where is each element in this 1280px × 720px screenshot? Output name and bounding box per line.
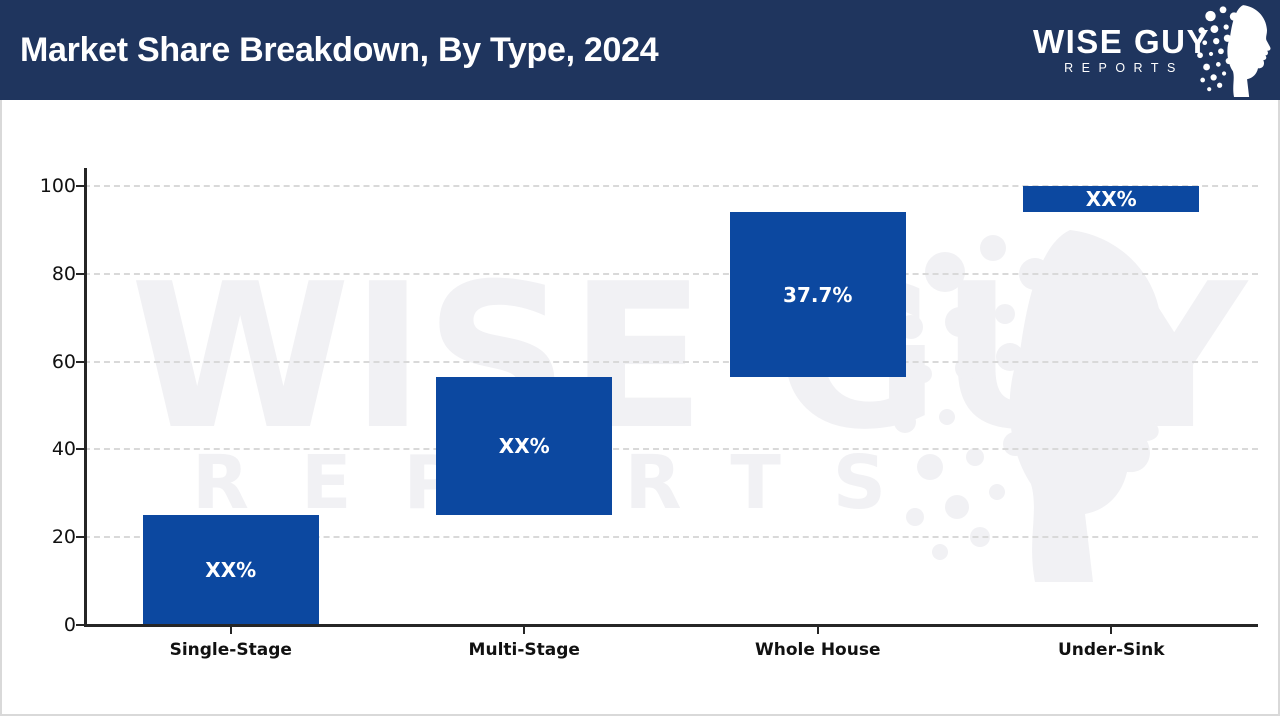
x-axis-label-single-stage: Single-Stage [169,640,292,660]
x-tick-under-sink [1110,627,1113,634]
x-tick-single-stage [229,627,232,634]
y-tick-60 [76,360,84,363]
y-tick-100 [76,185,84,187]
bar-single-stage: XX% [142,515,319,625]
y-tick-80 [76,272,84,275]
x-tick-multi-stage [523,627,526,634]
x-axis-label-multi-stage: Multi-Stage [468,640,580,660]
bar-value-label-single-stage: XX% [205,558,257,583]
gridline-80 [84,272,1258,275]
bar-value-label-under-sink: XX% [1085,186,1137,211]
figure-border-bottom [0,714,1280,716]
gridline-20 [84,536,1258,539]
x-axis-label-under-sink: Under-Sink [1057,640,1165,660]
wiseguy-face-watermark-icon [894,230,1175,582]
y-tick-label-20: 20 [51,526,76,549]
y-tick-label-100: 100 [39,175,76,197]
y-tick-40 [76,448,84,451]
bar-under-sink: XX% [1023,186,1200,212]
bar-whole-house: 37.7% [729,211,906,378]
figure-border-left [0,100,2,716]
bar-value-label-multi-stage: XX% [498,434,550,459]
logo-name: WISE GUY [1032,23,1210,61]
figure-border-right [1278,100,1280,716]
wiseguy-logo: WISE GUY REPORTS [1033,4,1274,97]
y-tick-label-80: 80 [51,262,76,285]
x-tick-whole-house [816,627,819,634]
y-tick-20 [76,536,84,539]
logo-text: WISE GUY REPORTS [1033,25,1210,75]
logo-tagline: REPORTS [1064,60,1184,75]
y-axis-line [84,168,87,627]
bar-multi-stage: XX% [436,377,613,516]
y-tick-label-60: 60 [51,350,76,373]
y-tick-0 [76,624,84,626]
gridline-60 [84,360,1258,363]
y-tick-label-40: 40 [51,438,76,461]
gridline-100 [84,185,1258,187]
header-band: Market Share Breakdown, By Type, 2024 WI… [0,0,1280,100]
gridline-40 [84,448,1258,451]
y-tick-label-0: 0 [63,614,76,636]
bar-value-label-whole-house: 37.7% [783,282,853,307]
x-axis-line [84,624,1258,627]
x-axis-label-whole-house: Whole House [755,640,881,660]
page-title: Market Share Breakdown, By Type, 2024 [20,30,659,69]
